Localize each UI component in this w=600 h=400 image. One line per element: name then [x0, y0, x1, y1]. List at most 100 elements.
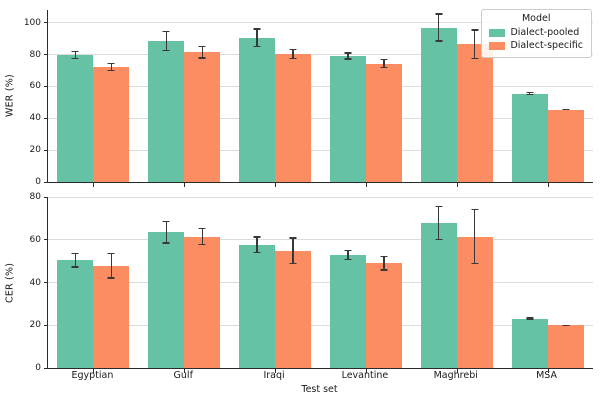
bar-slot-dialect-specific-iraqi	[275, 197, 312, 368]
category-group-iraqi	[230, 10, 321, 188]
errorbar-dialect-specific-levantine	[383, 58, 385, 69]
x-tick-label-gulf: Gulf	[173, 370, 193, 381]
bar-slot-dialect-specific-maghrebi	[456, 197, 493, 368]
legend-label-dialect-specific: Dialect-specific	[510, 40, 583, 51]
cer-axis-label: CER (%)	[4, 262, 16, 303]
errorbar-dialect-pooled-msa	[528, 317, 531, 321]
bar-slot-dialect-pooled-egyptian	[57, 197, 94, 368]
dialect-specific-swatch-icon	[489, 41, 506, 50]
errorbar-dialect-pooled-gulf	[165, 30, 167, 52]
x-tick-label-egyptian: Egyptian	[71, 370, 114, 381]
errorbar-dialect-specific-levantine	[383, 255, 385, 271]
legend-title: Model	[521, 13, 551, 24]
bar-slot-dialect-specific-egyptian	[93, 10, 130, 182]
bar-dialect-specific-iraqi	[275, 54, 312, 182]
category-group-maghrebi	[411, 10, 502, 188]
bar-dialect-pooled-maghrebi	[420, 27, 457, 182]
bar-dialect-specific-msa	[547, 109, 584, 182]
category-group-levantine	[321, 10, 412, 188]
category-group-msa	[502, 197, 593, 374]
x-tick-label-msa: MSA	[536, 370, 557, 381]
errorbar-dialect-pooled-egyptian	[74, 252, 77, 268]
bar-slot-dialect-pooled-levantine	[329, 197, 366, 368]
gridline-20	[48, 324, 593, 326]
y-tick-label-80: 80	[29, 49, 41, 60]
gridline-80	[48, 54, 593, 56]
errorbar-dialect-specific-msa	[564, 108, 567, 111]
bar-slot-dialect-pooled-gulf	[148, 197, 185, 368]
legend-item-dialect-specific: Dialect-specific	[489, 39, 583, 52]
bar-dialect-specific-levantine	[365, 63, 402, 182]
bar-slot-dialect-pooled-levantine	[329, 10, 366, 182]
bar-slot-dialect-pooled-maghrebi	[420, 10, 457, 182]
bar-slot-dialect-pooled-maghrebi	[420, 197, 457, 368]
category-group-maghrebi	[411, 197, 502, 374]
y-tick-label-20: 20	[29, 320, 41, 331]
errorbar-dialect-specific-gulf	[201, 45, 203, 59]
x-tick-mark-gulf	[184, 369, 186, 374]
bar-dialect-pooled-gulf	[148, 41, 185, 182]
category-group-msa	[502, 10, 593, 188]
errorbar-dialect-pooled-levantine	[347, 52, 349, 60]
bar-dialect-pooled-gulf	[148, 232, 185, 368]
bar-slot-dialect-specific-gulf	[184, 197, 221, 368]
y-tick-label-0: 0	[35, 177, 41, 187]
bar-slot-dialect-specific-iraqi	[275, 10, 312, 182]
y-tick-label-20: 20	[29, 145, 41, 156]
bar-dialect-pooled-maghrebi	[420, 223, 457, 368]
bar-dialect-pooled-levantine	[329, 255, 366, 368]
wer-axis-label: WER (%)	[4, 74, 16, 118]
errorbar-dialect-pooled-levantine	[347, 249, 349, 261]
category-group-egyptian	[48, 197, 139, 374]
bar-dialect-specific-gulf	[184, 52, 221, 182]
legend-item-dialect-pooled: Dialect-pooled	[489, 26, 583, 39]
errorbar-dialect-specific-iraqi	[292, 237, 294, 265]
y-tick-mark-100	[43, 22, 47, 24]
bar-slot-dialect-specific-levantine	[365, 10, 402, 182]
errorbar-dialect-pooled-iraqi	[256, 236, 258, 254]
bar-slot-dialect-pooled-msa	[511, 197, 548, 368]
errorbar-dialect-pooled-egyptian	[74, 50, 77, 60]
bar-slot-dialect-specific-gulf	[184, 10, 221, 182]
y-tick-mark-0	[43, 181, 47, 183]
errorbar-dialect-specific-msa	[564, 324, 567, 326]
bar-slot-dialect-specific-egyptian	[93, 197, 130, 368]
bar-slot-dialect-specific-maghrebi	[456, 10, 493, 182]
x-tick-label-iraqi: Iraqi	[263, 370, 285, 381]
y-tick-mark-60	[43, 85, 47, 87]
bar-dialect-pooled-egyptian	[57, 260, 94, 368]
x-tick-mark-maghrebi	[456, 369, 458, 374]
x-tick-mark-egyptian	[93, 183, 95, 188]
x-tick-mark-egyptian	[93, 369, 95, 374]
bar-dialect-pooled-levantine	[329, 55, 366, 182]
errorbar-dialect-specific-egyptian	[110, 253, 113, 279]
y-tick-mark-80	[43, 54, 47, 56]
y-tick-label-60: 60	[29, 234, 41, 245]
bar-dialect-specific-egyptian	[93, 265, 130, 368]
x-tick-label-maghrebi: Maghrebi	[433, 370, 478, 381]
errorbar-dialect-specific-maghrebi	[474, 208, 476, 265]
bar-slot-dialect-pooled-iraqi	[239, 10, 276, 182]
bar-dialect-pooled-msa	[511, 93, 548, 182]
gridline-40	[48, 117, 593, 119]
bar-dialect-pooled-msa	[511, 318, 548, 368]
y-tick-mark-60	[43, 239, 47, 241]
gridline-60	[48, 239, 593, 241]
bar-dialect-pooled-iraqi	[239, 244, 276, 368]
category-group-egyptian	[48, 10, 139, 188]
category-group-levantine	[321, 197, 412, 374]
y-tick-mark-80	[43, 196, 47, 198]
y-tick-mark-40	[43, 117, 47, 119]
bar-slot-dialect-specific-msa	[547, 197, 584, 368]
gridline-40	[48, 282, 593, 283]
x-tick-labels: Egyptian Gulf Iraqi Levantine Maghrebi MSA	[47, 370, 592, 381]
bar-dialect-pooled-iraqi	[239, 37, 276, 182]
y-tick-mark-20	[43, 324, 47, 326]
errorbar-dialect-pooled-maghrebi	[438, 206, 440, 241]
bar-slot-dialect-pooled-gulf	[148, 10, 185, 182]
gridline-60	[48, 85, 593, 87]
legend-label-dialect-pooled: Dialect-pooled	[510, 27, 580, 38]
bar-slot-dialect-pooled-msa	[511, 10, 548, 182]
errorbar-dialect-specific-maghrebi	[474, 29, 476, 60]
